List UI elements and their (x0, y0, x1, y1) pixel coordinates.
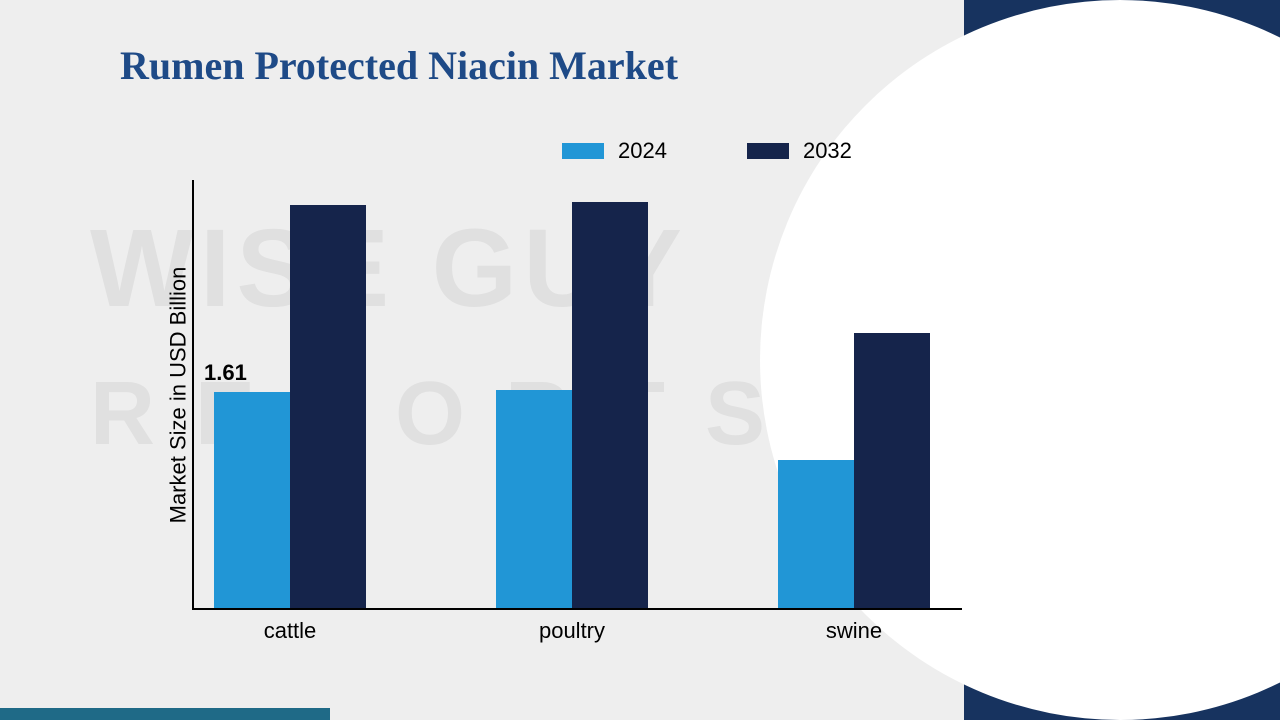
plot-area: cattlepoultryswine1.61 (192, 180, 962, 610)
bar (214, 392, 290, 608)
logo-line1: WISE GUY (1022, 30, 1242, 64)
canvas: WISE GUY REPORTS Rumen Protected Niacin … (0, 0, 1280, 720)
value-label: 1.61 (204, 360, 247, 386)
footer-accent-bar (0, 708, 330, 720)
legend-label-2032: 2032 (803, 138, 852, 164)
chart-area: Market Size in USD Billion 2024 2032 cat… (72, 130, 952, 660)
x-axis-label: cattle (214, 618, 366, 644)
legend-item-2024: 2024 (562, 138, 667, 164)
legend-swatch-2032 (747, 143, 789, 159)
legend-item-2032: 2032 (747, 138, 852, 164)
y-axis-label: Market Size in USD Billion (165, 267, 191, 524)
brand-logo: WISE GUY R E P O R T S (1022, 30, 1242, 83)
bar (290, 205, 366, 608)
bar (572, 202, 648, 608)
x-axis-label: poultry (496, 618, 648, 644)
bar (496, 390, 572, 608)
bar (854, 333, 930, 608)
legend: 2024 2032 (562, 138, 852, 164)
chart-title: Rumen Protected Niacin Market (120, 42, 678, 89)
x-axis-label: swine (778, 618, 930, 644)
legend-swatch-2024 (562, 143, 604, 159)
legend-label-2024: 2024 (618, 138, 667, 164)
logo-line2: R E P O R T S (1022, 62, 1242, 83)
bar (778, 460, 854, 608)
